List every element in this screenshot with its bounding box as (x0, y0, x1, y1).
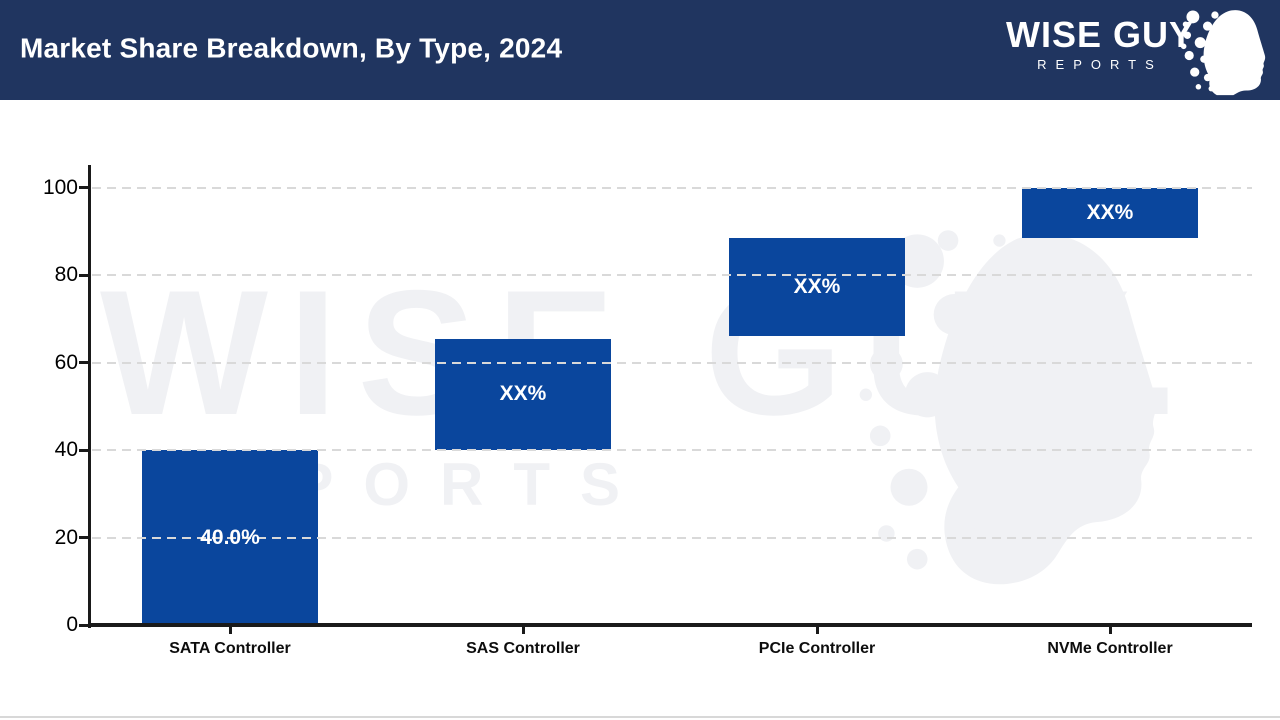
chart-canvas: WISE GUY. REPORTS 0 20 40 60 80 100 40.0% SATA … (0, 100, 1280, 720)
logo-text: WISE GUY REPORTS (1006, 16, 1194, 72)
logo-wordmark: WISE GUY (1005, 14, 1194, 55)
page-title: Market Share Breakdown, By Type, 2024 (20, 32, 563, 64)
bar-pcie-controller (729, 237, 905, 337)
header: Market Share Breakdown, By Type, 2024 WI… (0, 0, 1280, 100)
bottom-divider (0, 716, 1280, 718)
bar-nvme-controller (1022, 187, 1198, 238)
bars-layer (0, 100, 1280, 720)
logo-subtext: REPORTS (1037, 56, 1163, 72)
bar-sata-controller (142, 450, 318, 625)
wiseguy-logo: WISE GUY REPORTS (1006, 0, 1272, 100)
wiseguy-head-icon (1180, 10, 1266, 96)
bar-sas-controller (435, 338, 611, 451)
